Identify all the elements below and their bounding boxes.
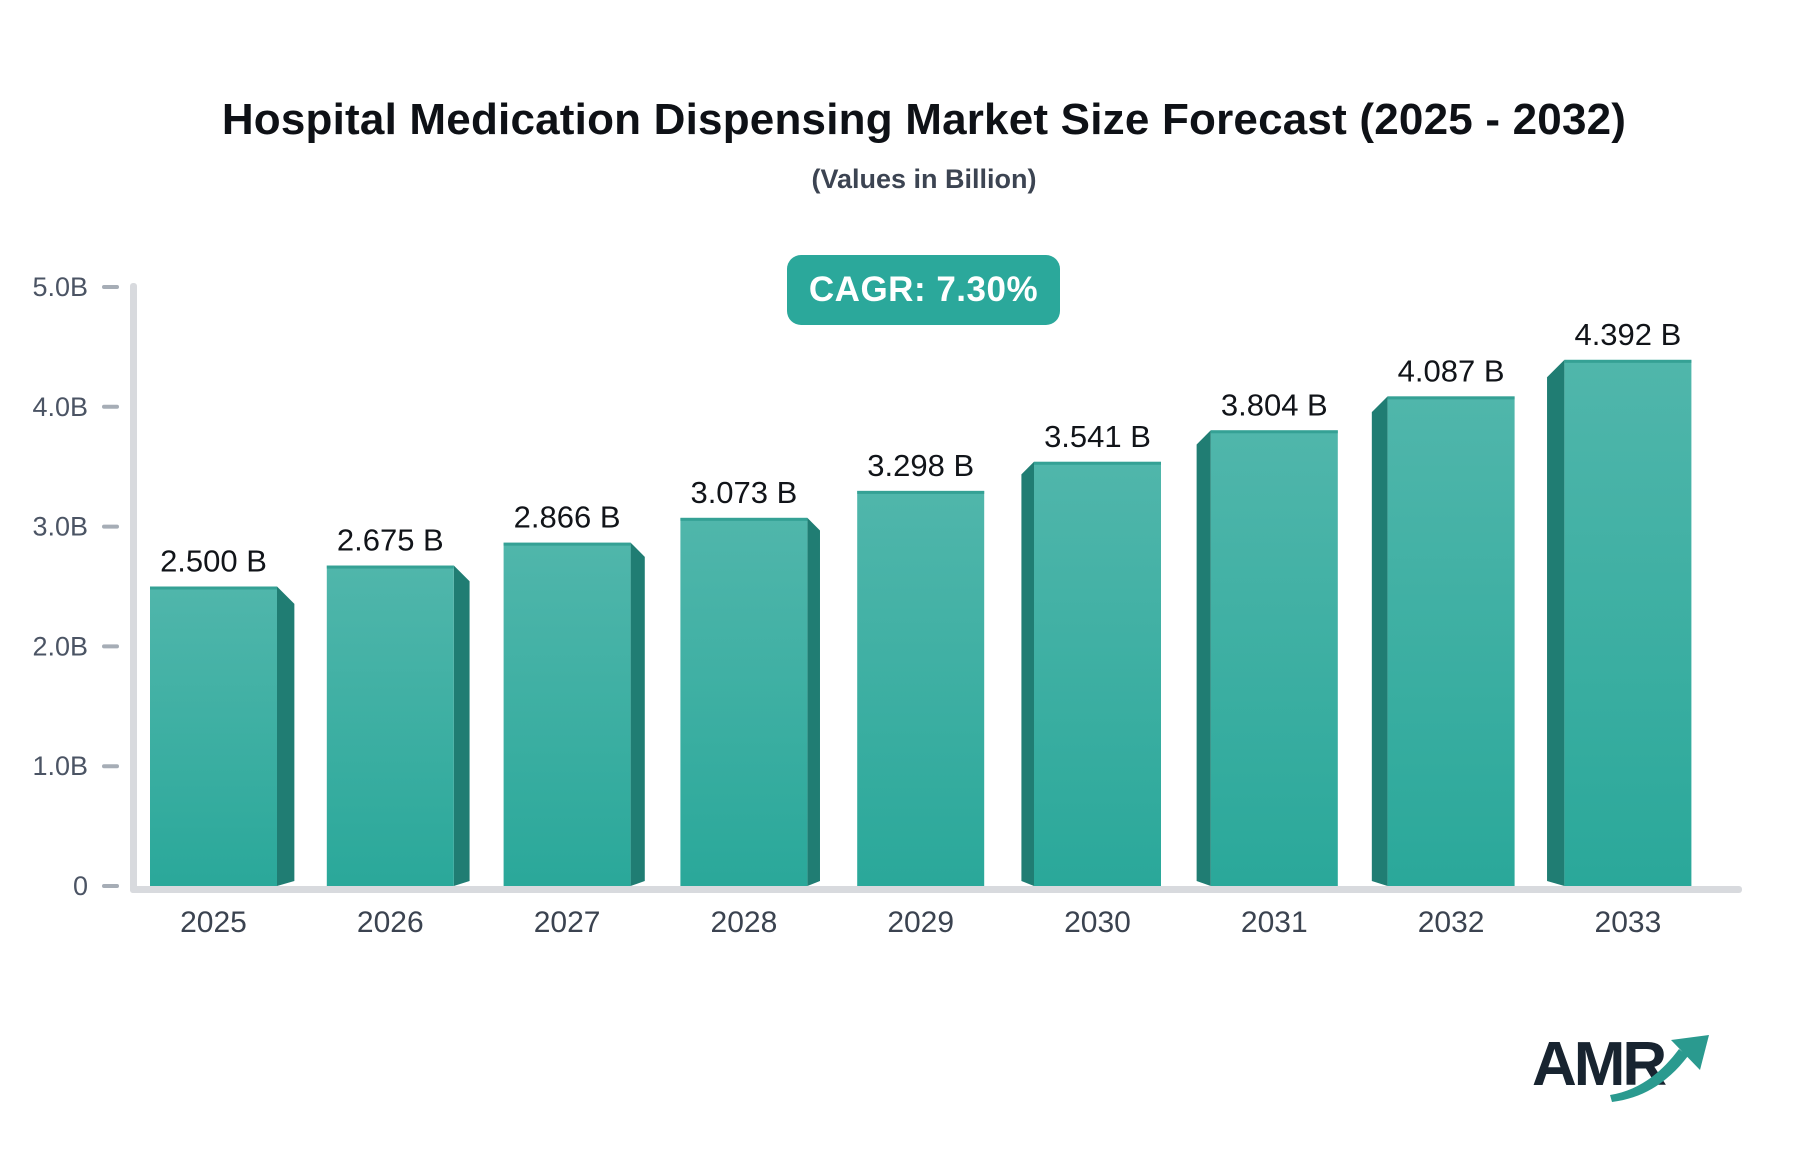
bar-face <box>326 565 454 886</box>
y-tick-label: 3.0B <box>32 512 88 542</box>
bar-face <box>1034 461 1161 886</box>
y-tick-label: 5.0B <box>32 272 88 302</box>
y-tick-label: 2.0B <box>32 631 88 661</box>
y-tick-dash <box>102 884 119 888</box>
bar-value-label: 3.804 B <box>1221 387 1328 422</box>
bar-value-label: 4.392 B <box>1574 317 1681 352</box>
x-tick-label: 2032 <box>1418 906 1485 939</box>
bar-side-panel <box>1547 359 1565 887</box>
bar-group-2031: 3.804 B 2031 <box>1196 387 1338 939</box>
bar-side-panel <box>277 586 295 886</box>
bar-face <box>1210 430 1338 886</box>
bar-side-panel <box>1196 430 1211 886</box>
amr-logo: AMR <box>1532 1034 1709 1114</box>
bar-face <box>1387 396 1515 886</box>
y-axis-line <box>130 283 137 893</box>
bar-top-edge <box>1210 430 1338 434</box>
y-tick-dash <box>102 764 119 769</box>
bar-group-2033: 4.392 B 2033 <box>1547 317 1692 939</box>
bar-group-2027: 2.866 B 2027 <box>503 500 645 939</box>
bar-side-panel <box>1371 396 1388 886</box>
bar-side-panel <box>807 517 820 886</box>
bar-face <box>680 517 808 886</box>
cagr-badge: CAGR: 7.30% <box>787 255 1060 325</box>
bar-group-2030: 3.541 B 2030 <box>1021 419 1161 939</box>
trending-up-arrow-icon <box>1610 1035 1709 1102</box>
bar-value-label: 3.298 B <box>867 448 974 483</box>
x-tick-label: 2026 <box>357 906 424 939</box>
bar-face <box>1564 359 1692 887</box>
bar-face <box>150 586 277 886</box>
bar-top-edge <box>326 565 454 569</box>
bar-side-panel <box>453 565 470 886</box>
bar-side-panel <box>1021 461 1034 886</box>
bar-top-edge <box>1387 396 1515 400</box>
x-tick-label: 2029 <box>887 906 954 939</box>
bar-value-label: 3.073 B <box>690 475 797 510</box>
x-tick-label: 2031 <box>1241 906 1308 939</box>
bar-value-label: 4.087 B <box>1398 353 1505 388</box>
bar-group-2026: 2.675 B 2026 <box>326 523 470 939</box>
bar-value-label: 2.675 B <box>337 523 444 558</box>
chart-title: Hospital Medication Dispensing Market Si… <box>221 95 1627 144</box>
bar-face <box>857 490 985 886</box>
x-tick-label: 2025 <box>180 906 247 939</box>
y-tick-dash <box>102 285 119 289</box>
y-tick-label: 0 <box>73 871 88 901</box>
bar-value-label: 3.541 B <box>1044 419 1151 454</box>
bar-top-edge <box>503 542 631 546</box>
bar-side-panel <box>630 542 645 886</box>
cagr-badge-label: CAGR: 7.30% <box>808 270 1039 309</box>
bar-top-edge <box>857 490 985 494</box>
bar-top-edge <box>1034 461 1161 465</box>
y-tick-dash <box>102 404 119 409</box>
bar-group-2032: 4.087 B 2032 <box>1371 353 1515 939</box>
bar-top-edge <box>1564 359 1692 363</box>
y-tick-label: 1.0B <box>32 751 88 781</box>
bar-group-2028: 3.073 B 2028 <box>680 475 820 939</box>
bar-face <box>503 542 631 886</box>
x-tick-label: 2033 <box>1595 906 1662 939</box>
bar-top-edge <box>150 586 277 590</box>
bar-top-edge <box>680 517 808 521</box>
x-tick-label: 2027 <box>534 906 601 939</box>
x-axis-line <box>130 886 1742 893</box>
bar-group-2025: 2.500 B 2025 <box>150 544 295 939</box>
bar-value-label: 2.866 B <box>514 500 621 535</box>
bar-value-label: 2.500 B <box>160 544 267 579</box>
x-tick-label: 2030 <box>1064 906 1131 939</box>
y-tick-dash <box>102 524 119 529</box>
bar-group-2029: 3.298 B 2029 <box>857 448 985 939</box>
chart-subtitle: (Values in Billion) <box>811 164 1037 194</box>
chart-header: Hospital Medication Dispensing Market Si… <box>24 94 1800 195</box>
x-tick-label: 2028 <box>711 906 778 939</box>
y-tick-label: 4.0B <box>32 392 88 422</box>
y-tick-dash <box>102 644 119 649</box>
